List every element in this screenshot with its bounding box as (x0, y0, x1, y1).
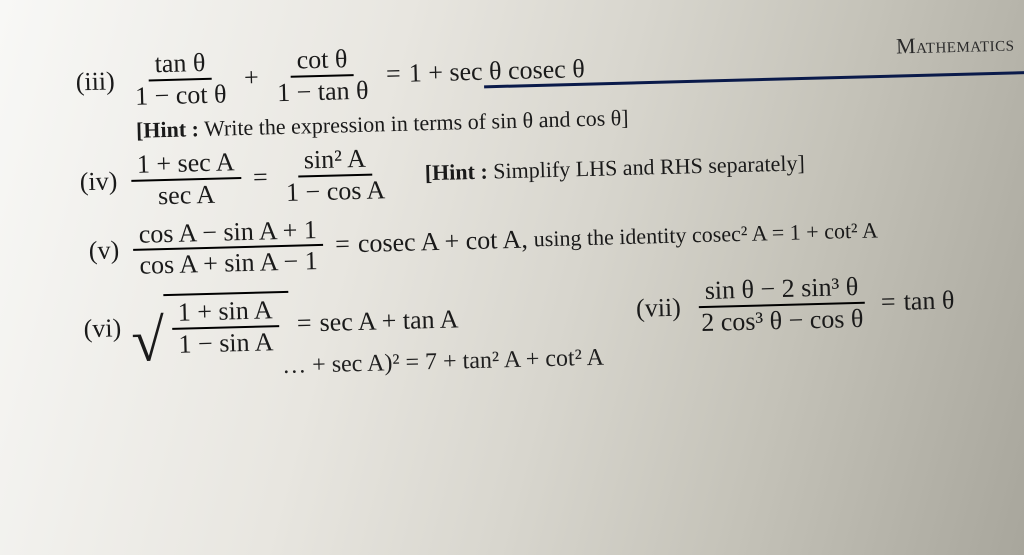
fraction: 1 + sin A 1 − sin A (171, 295, 279, 360)
item-expression: tan θ 1 − cot θ + cot θ 1 − tan θ = 1 + … (124, 38, 586, 112)
fraction: sin θ − 2 sin³ θ 2 cos³ θ − cos θ (694, 272, 870, 338)
equals-sign: = (251, 162, 270, 192)
item-vii: (vii) sin θ − 2 sin³ θ 2 cos³ θ − cos θ … (620, 269, 995, 341)
equals-sign: = (333, 230, 352, 260)
fraction: sin² A 1 − cos A (279, 143, 392, 208)
numerator: sin θ − 2 sin³ θ (698, 272, 864, 308)
rhs: cosec A + cot A, (358, 225, 529, 259)
numerator: 1 + sec A (131, 147, 242, 182)
denominator: 1 − cot θ (129, 79, 233, 112)
item-expression: sin θ − 2 sin³ θ 2 cos³ θ − cos θ = tan … (690, 270, 955, 339)
item-number: (vii) (620, 293, 681, 325)
denominator: sec A (152, 179, 222, 211)
rhs: 1 + sec θ cosec θ (408, 54, 585, 89)
item-number: (v) (59, 236, 120, 268)
numerator: tan θ (148, 48, 212, 82)
fraction: 1 + sec A sec A (131, 147, 242, 212)
rhs: sec A + tan A (319, 305, 459, 339)
hint-text: Write the expression in terms of sin θ a… (204, 105, 629, 141)
item-expression: 1 + sec A sec A = sin² A 1 − cos A (127, 143, 396, 212)
tail-text: using the identity cosec² A = 1 + cot² A (533, 218, 878, 253)
radicand: 1 + sin A 1 − sin A (163, 291, 290, 360)
denominator: 1 − tan θ (271, 75, 375, 108)
item-number: (iv) (57, 166, 118, 198)
item-expression: cos A − sin A + 1 cos A + sin A − 1 = co… (128, 200, 878, 281)
radical-sign: √ (131, 318, 165, 364)
denominator: 1 − cos A (280, 175, 392, 208)
denominator: 1 − sin A (172, 327, 280, 360)
fraction: cos A − sin A + 1 cos A + sin A − 1 (132, 215, 324, 282)
rhs: tan θ (903, 285, 954, 316)
page-content: (iii) tan θ 1 − cot θ + cot θ 1 − tan θ … (0, 0, 1024, 555)
square-root: √ 1 + sin A 1 − sin A (130, 291, 289, 361)
equals-sign: = (879, 287, 898, 317)
numerator: sin² A (297, 143, 372, 177)
equals-sign: = (295, 308, 314, 338)
numerator: 1 + sin A (171, 295, 279, 330)
numerator: cot θ (290, 44, 354, 78)
plus-sign: + (242, 62, 261, 92)
item-v: (v) cos A − sin A + 1 cos A + sin A − 1 … (58, 197, 993, 283)
denominator: cos A + sin A − 1 (133, 246, 324, 281)
equals-sign: = (384, 59, 403, 89)
item-iv-hint: [Hint : Simplify LHS and RHS separately] (424, 150, 805, 186)
fraction: tan θ 1 − cot θ (128, 47, 233, 111)
numerator: cos A − sin A + 1 (132, 215, 323, 252)
item-number: (vi) (61, 313, 122, 345)
denominator: 2 cos³ θ − cos θ (695, 304, 870, 338)
fraction: cot θ 1 − tan θ (270, 44, 375, 108)
item-number: (iii) (54, 66, 115, 98)
